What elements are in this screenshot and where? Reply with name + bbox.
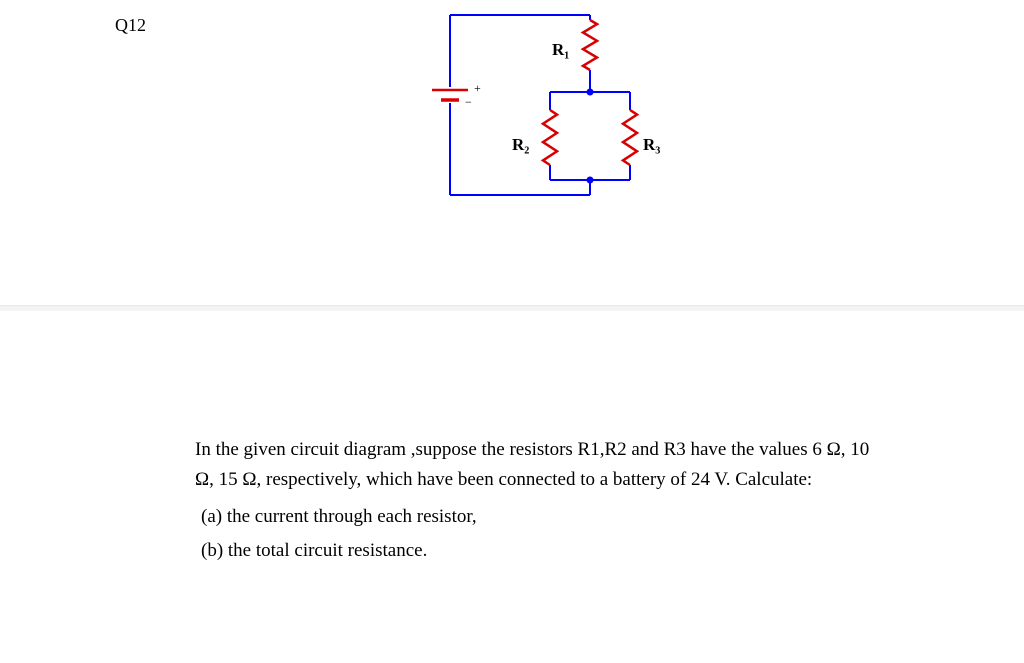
- question-body: In the given circuit diagram ,suppose th…: [195, 435, 885, 571]
- svg-text:R₃: R₃: [643, 135, 660, 154]
- svg-text:−: −: [465, 95, 472, 109]
- circuit-diagram: +− R₁ R₂ R₃: [380, 0, 680, 230]
- svg-text:R₂: R₂: [512, 135, 529, 154]
- question-paragraph: In the given circuit diagram ,suppose th…: [195, 435, 885, 496]
- question-label: Q12: [115, 15, 146, 36]
- option-b: (b) the total circuit resistance.: [195, 536, 885, 566]
- svg-text:R₁: R₁: [552, 40, 569, 59]
- svg-text:+: +: [474, 81, 481, 95]
- section-divider: [0, 305, 1024, 311]
- option-a: (a) the current through each resistor,: [195, 502, 885, 532]
